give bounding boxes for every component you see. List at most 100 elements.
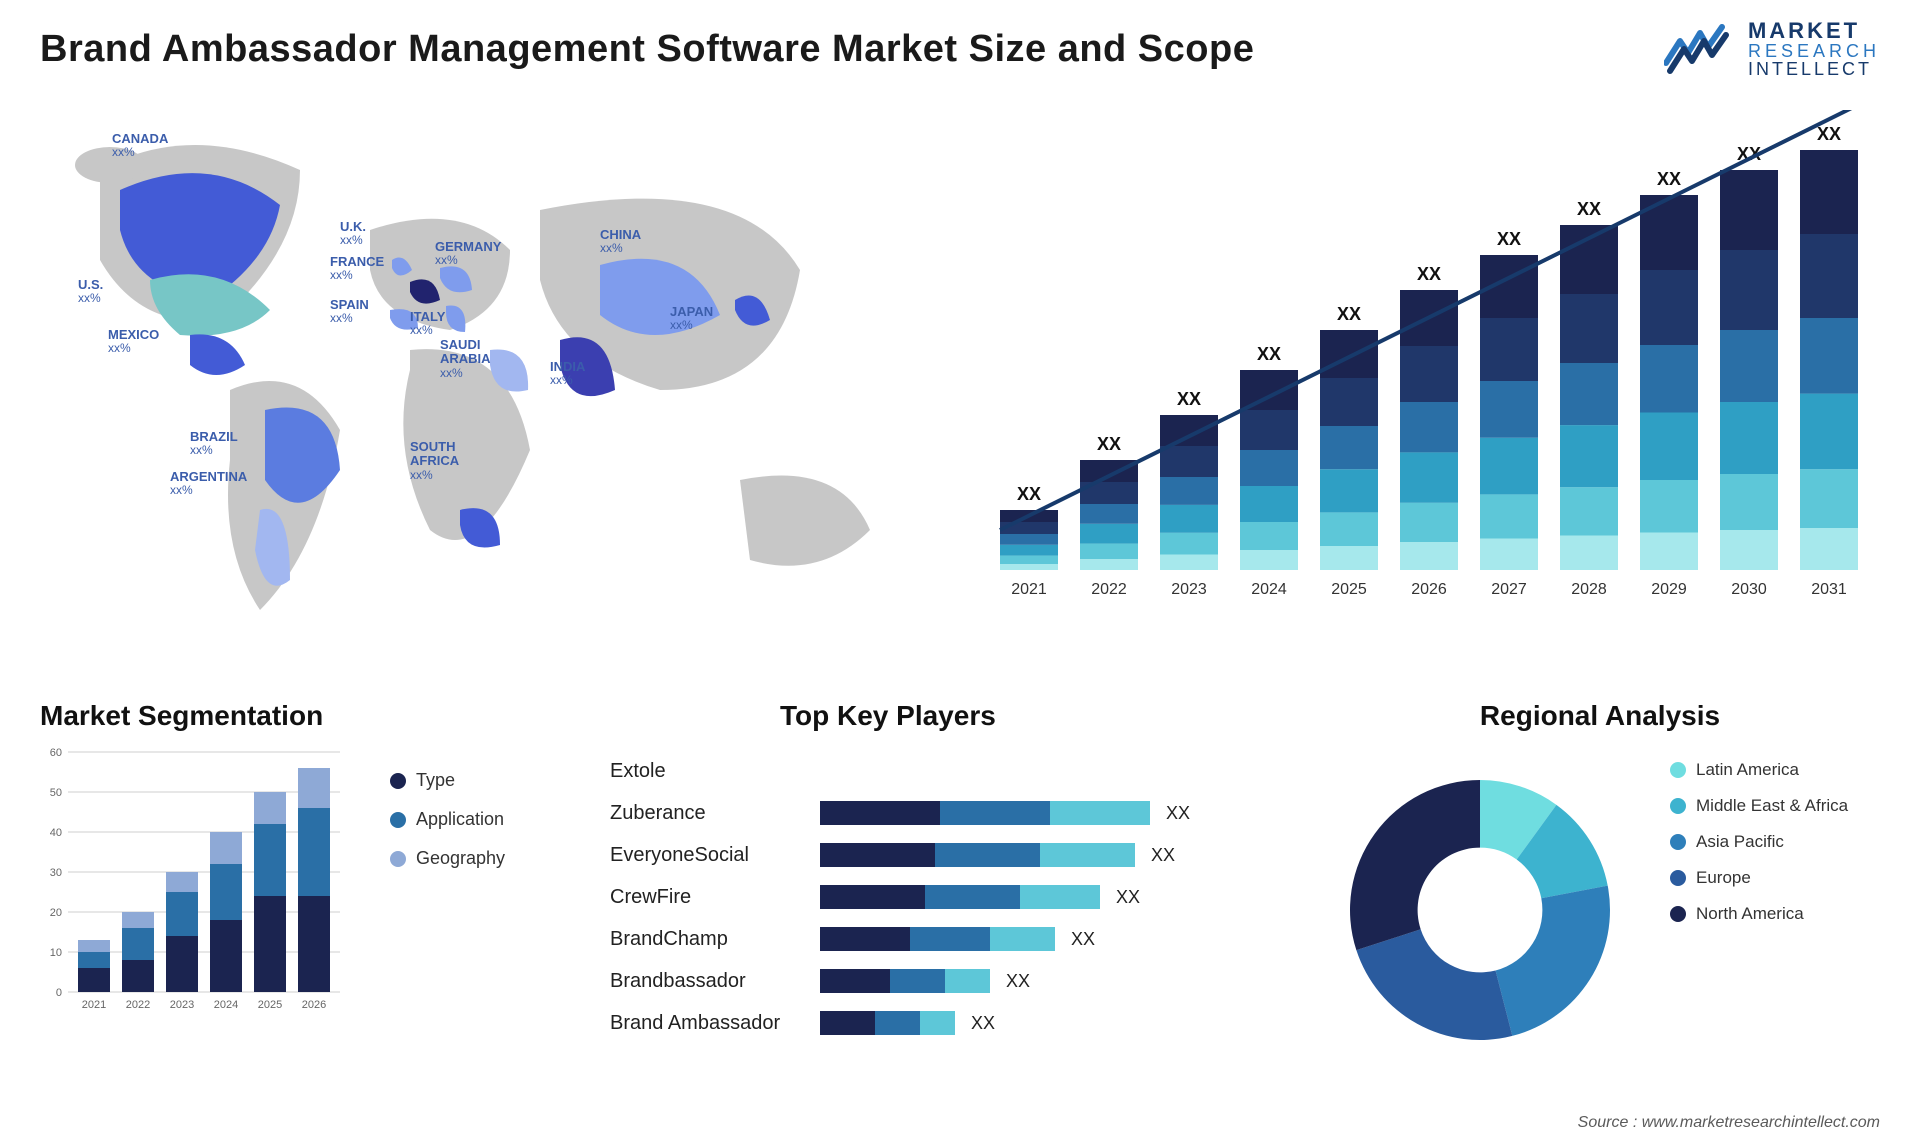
growth-chart: XX2021XX2022XX2023XX2024XX2025XX2026XX20… <box>980 110 1880 630</box>
svg-text:2022: 2022 <box>126 999 150 1011</box>
svg-text:2028: 2028 <box>1571 581 1607 598</box>
map-label: BRAZILxx% <box>190 430 238 457</box>
logo-line3: INTELLECT <box>1748 60 1880 78</box>
player-bar <box>820 843 1135 867</box>
world-map: CANADAxx%U.S.xx%MEXICOxx%BRAZILxx%ARGENT… <box>40 110 960 630</box>
regional-legend: Latin America Middle East & Africa Asia Pa… <box>1670 760 1848 924</box>
segmentation-chart: 0102030405060202120222023202420252026 <box>40 744 370 1054</box>
map-label: GERMANYxx% <box>435 240 501 267</box>
legend-item: Application <box>390 809 505 830</box>
segmentation-legend: Type Application Geography <box>390 770 505 869</box>
map-label: INDIAxx% <box>550 360 585 387</box>
regional-section: Regional Analysis Latin America Middle Ea… <box>1320 700 1880 1060</box>
player-value: XX <box>1071 929 1095 950</box>
svg-text:2029: 2029 <box>1651 581 1687 598</box>
legend-item: Type <box>390 770 505 791</box>
logo-text: MARKET RESEARCH INTELLECT <box>1748 20 1880 78</box>
map-label: FRANCExx% <box>330 255 384 282</box>
map-label: SOUTHAFRICAxx% <box>410 440 459 482</box>
source-label: Source : www.marketresearchintellect.com <box>1578 1114 1880 1132</box>
player-row: Zuberance XX <box>610 792 1290 834</box>
svg-text:XX: XX <box>1577 199 1601 219</box>
svg-text:XX: XX <box>1097 434 1121 454</box>
svg-text:2025: 2025 <box>1331 581 1367 598</box>
svg-text:60: 60 <box>50 747 62 759</box>
players-section: Top Key Players ExtoleZuberanceXXEveryon… <box>610 700 1290 1070</box>
legend-item: Latin America <box>1670 760 1848 780</box>
map-label: ARGENTINAxx% <box>170 470 247 497</box>
svg-text:2023: 2023 <box>170 999 194 1011</box>
svg-text:10: 10 <box>50 947 62 959</box>
growth-chart-svg: XX2021XX2022XX2023XX2024XX2025XX2026XX20… <box>980 110 1880 630</box>
player-row: Extole <box>610 750 1290 792</box>
world-map-svg <box>40 110 960 630</box>
svg-text:2026: 2026 <box>302 999 326 1011</box>
player-bar <box>820 801 1150 825</box>
player-value: XX <box>1166 803 1190 824</box>
map-label: CHINAxx% <box>600 228 641 255</box>
legend-item: Asia Pacific <box>1670 832 1848 852</box>
player-bar <box>820 885 1100 909</box>
player-value: XX <box>971 1013 995 1034</box>
map-label: ITALYxx% <box>410 310 445 337</box>
svg-text:2027: 2027 <box>1491 581 1527 598</box>
player-row: CrewFire XX <box>610 876 1290 918</box>
player-name: BrandChamp <box>610 928 820 951</box>
svg-text:2025: 2025 <box>258 999 282 1011</box>
svg-text:2024: 2024 <box>1251 581 1287 598</box>
player-name: Zuberance <box>610 802 820 825</box>
svg-text:2021: 2021 <box>82 999 106 1011</box>
player-bar <box>820 969 990 993</box>
player-name: Extole <box>610 760 820 783</box>
players-heading: Top Key Players <box>780 700 1290 732</box>
page-title: Brand Ambassador Management Software Mar… <box>40 28 1254 71</box>
map-label: SPAINxx% <box>330 298 369 325</box>
svg-text:2023: 2023 <box>1171 581 1207 598</box>
segmentation-section: Market Segmentation 01020304050602021202… <box>40 700 580 1060</box>
map-label: U.K.xx% <box>340 220 366 247</box>
player-value: XX <box>1006 971 1030 992</box>
player-name: Brand Ambassador <box>610 1012 820 1035</box>
regional-donut <box>1320 750 1640 1050</box>
svg-text:2031: 2031 <box>1811 581 1847 598</box>
logo-icon <box>1664 23 1736 75</box>
svg-text:0: 0 <box>56 987 62 999</box>
player-name: Brandbassador <box>610 970 820 993</box>
map-label: U.S.xx% <box>78 278 103 305</box>
legend-item: Geography <box>390 848 505 869</box>
logo: MARKET RESEARCH INTELLECT <box>1664 20 1880 78</box>
regional-heading: Regional Analysis <box>1320 700 1880 732</box>
legend-item: Middle East & Africa <box>1670 796 1848 816</box>
svg-text:XX: XX <box>1337 304 1361 324</box>
player-value: XX <box>1116 887 1140 908</box>
svg-text:50: 50 <box>50 787 62 799</box>
svg-text:2024: 2024 <box>214 999 238 1011</box>
player-value: XX <box>1151 845 1175 866</box>
svg-text:2026: 2026 <box>1411 581 1447 598</box>
player-name: CrewFire <box>610 886 820 909</box>
header: Brand Ambassador Management Software Mar… <box>40 20 1880 78</box>
player-row: Brand Ambassador XX <box>610 1002 1290 1044</box>
logo-line2: RESEARCH <box>1748 42 1880 60</box>
player-row: BrandChamp XX <box>610 918 1290 960</box>
map-label: SAUDIARABIAxx% <box>440 338 491 380</box>
player-bar <box>820 927 1055 951</box>
map-label: JAPANxx% <box>670 305 713 332</box>
player-row: EveryoneSocial XX <box>610 834 1290 876</box>
players-list: ExtoleZuberanceXXEveryoneSocialXXCrewFir… <box>610 750 1290 1044</box>
svg-text:2030: 2030 <box>1731 581 1767 598</box>
player-row: Brandbassador XX <box>610 960 1290 1002</box>
svg-text:XX: XX <box>1417 264 1441 284</box>
player-name: EveryoneSocial <box>610 844 820 867</box>
svg-text:XX: XX <box>1017 484 1041 504</box>
segmentation-heading: Market Segmentation <box>40 700 580 732</box>
logo-line1: MARKET <box>1748 20 1880 42</box>
player-bar <box>820 1011 955 1035</box>
map-label: MEXICOxx% <box>108 328 159 355</box>
svg-text:XX: XX <box>1817 124 1841 144</box>
legend-item: North America <box>1670 904 1848 924</box>
svg-text:2021: 2021 <box>1011 581 1047 598</box>
svg-text:40: 40 <box>50 827 62 839</box>
svg-text:XX: XX <box>1657 169 1681 189</box>
svg-text:XX: XX <box>1257 344 1281 364</box>
